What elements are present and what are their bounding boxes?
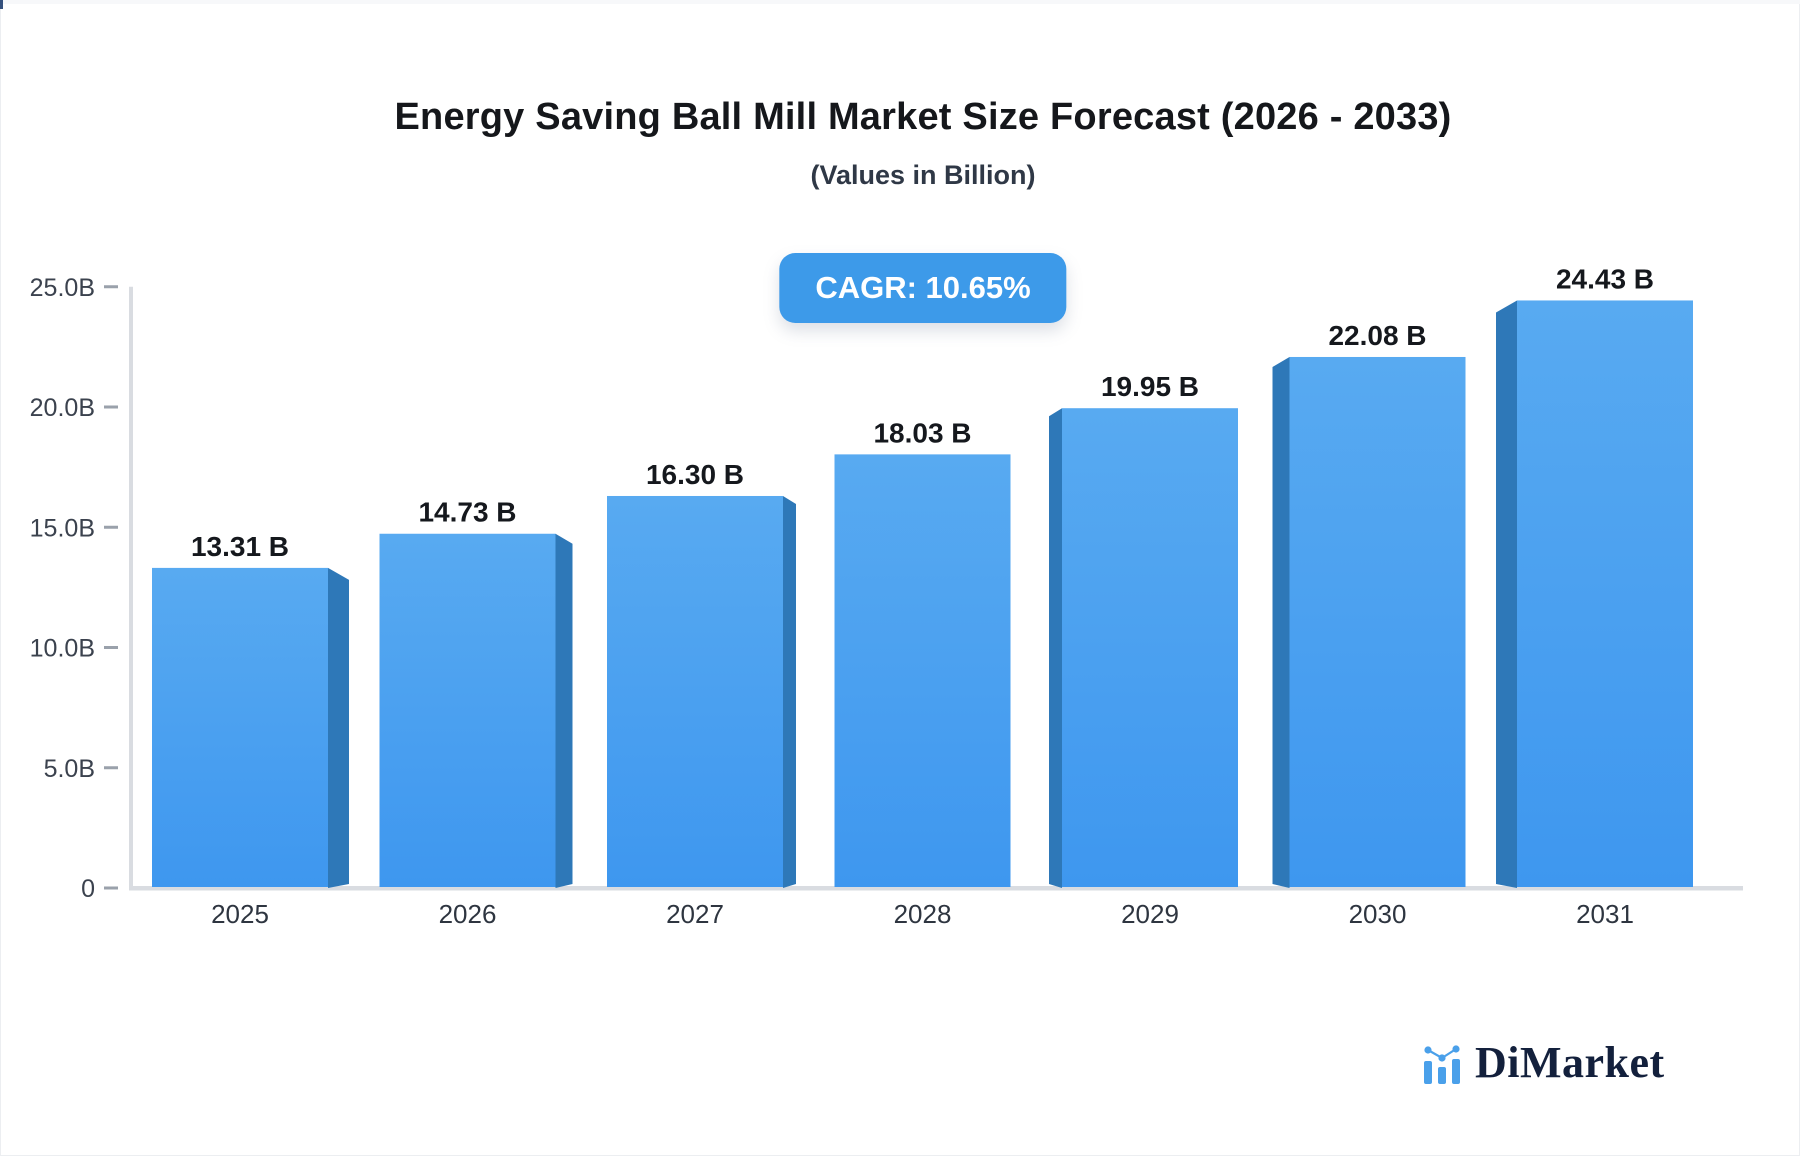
y-tick-label: 20.0B — [30, 394, 95, 422]
bar-2025 — [152, 567, 328, 887]
y-axis-line — [129, 286, 133, 890]
y-tick — [104, 646, 118, 649]
x-axis-line — [129, 886, 1743, 891]
y-tick — [104, 766, 118, 770]
bar-side-2030 — [1272, 356, 1290, 888]
y-tick — [104, 405, 118, 409]
x-category-label: 2030 — [1349, 899, 1407, 929]
chart-subtitle: (Values in Billion) — [810, 160, 1036, 190]
bar-value-label: 19.95 B — [1101, 371, 1199, 402]
bar-side-2026 — [555, 533, 573, 888]
bar-2029 — [1062, 408, 1238, 887]
bar-side-2025 — [328, 567, 349, 888]
chart-title: Energy Saving Ball Mill Market Size Fore… — [394, 96, 1452, 138]
bar-value-label: 18.03 B — [873, 417, 971, 448]
bar-value-label: 14.73 B — [418, 497, 516, 528]
x-category-label: 2029 — [1121, 899, 1179, 929]
x-category-label: 2031 — [1576, 899, 1634, 929]
x-category-label: 2025 — [211, 899, 269, 929]
y-tick — [104, 525, 118, 529]
y-tick — [104, 886, 118, 890]
bar-value-label: 22.08 B — [1328, 320, 1426, 351]
bar-side-2029 — [1049, 408, 1062, 888]
dimarket-logo: DiMarket — [1421, 1040, 1665, 1086]
bar-2031 — [1517, 300, 1693, 887]
bar-2030 — [1289, 356, 1466, 887]
bar-value-label: 24.43 B — [1556, 263, 1654, 294]
y-tick-label: 25.0B — [30, 274, 95, 302]
bar-value-label: 13.31 B — [191, 531, 289, 562]
top-border-strip — [0, 0, 1800, 4]
y-tick-label: 10.0B — [30, 635, 95, 663]
x-category-label: 2028 — [894, 899, 952, 929]
y-tick-label: 5.0B — [44, 755, 95, 783]
bar-2026 — [379, 533, 556, 887]
x-category-label: 2027 — [666, 899, 724, 929]
cagr-badge: CAGR: 10.65% — [779, 253, 1067, 323]
y-tick — [104, 285, 118, 289]
bar-2028 — [834, 454, 1011, 887]
bar-2027 — [607, 495, 783, 887]
y-tick-label: 15.0B — [30, 514, 95, 542]
bar-side-2027 — [783, 495, 796, 888]
bar-chart-sparkline-icon — [1424, 1045, 1460, 1084]
page-edge-mark — [0, 0, 3, 9]
bar-value-label: 16.30 B — [646, 459, 744, 490]
x-category-label: 2026 — [439, 899, 497, 929]
logo-text: DiMarket — [1475, 1038, 1665, 1087]
y-tick-label: 0 — [81, 875, 95, 903]
bar-side-2031 — [1496, 300, 1517, 888]
